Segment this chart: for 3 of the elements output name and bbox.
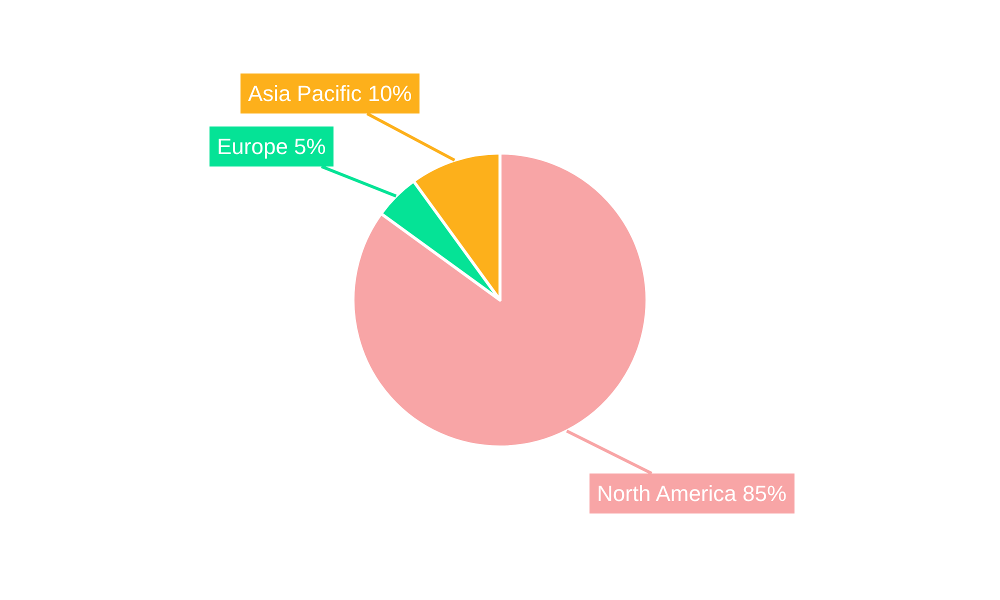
slice-label: Europe 5%: [217, 134, 326, 159]
slice-label: Asia Pacific 10%: [248, 81, 412, 106]
slice-label: North America 85%: [597, 481, 787, 506]
